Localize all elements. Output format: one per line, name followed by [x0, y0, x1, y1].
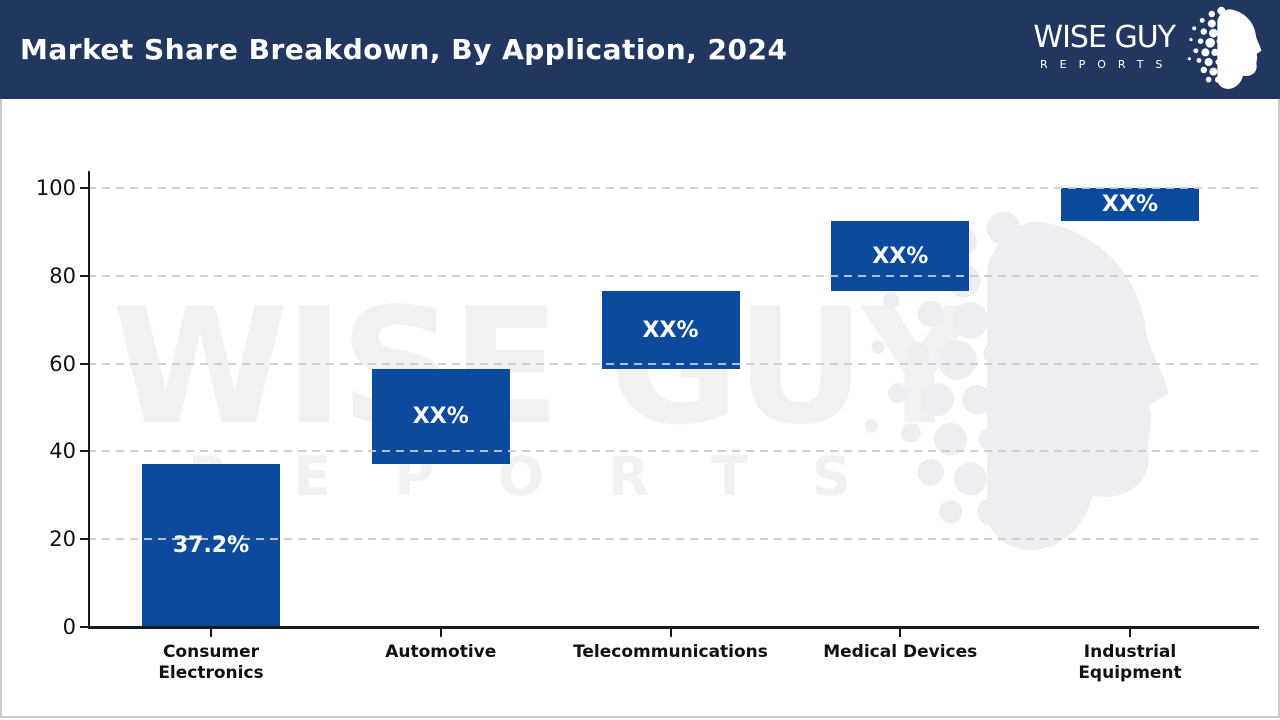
category-label: Telecommunications	[573, 642, 768, 662]
wiseguy-logo: WISE GUY REPORTS	[1020, 4, 1270, 96]
wiseguy-face-icon	[1187, 6, 1262, 89]
category-label: Consumer Electronics	[158, 642, 264, 684]
y-tick-label: 20	[49, 527, 76, 552]
y-tick-label: 0	[62, 615, 76, 639]
waterfall-bar	[142, 463, 280, 627]
gridline	[88, 362, 1262, 365]
wiseguy-logo-line1: WISE GUY	[1033, 20, 1176, 55]
x-tick-mark	[439, 628, 442, 637]
y-axis-spine	[88, 171, 90, 628]
bottom-edge-line	[0, 716, 1280, 718]
gridline	[88, 274, 1262, 277]
y-tick-mark	[80, 450, 88, 453]
waterfall-bar	[371, 369, 510, 464]
x-axis-spine	[88, 626, 1259, 629]
wiseguy-logo-line2: REPORTS	[1039, 58, 1175, 71]
bar-value-label: XX%	[872, 243, 929, 269]
y-tick-mark	[80, 538, 88, 541]
watermark-reports-text: REPORTS	[188, 445, 915, 508]
y-tick-label: 40	[49, 439, 76, 464]
category-label: Industrial Equipment	[1078, 642, 1182, 684]
waterfall-bar	[831, 221, 970, 292]
category-label: Medical Devices	[823, 642, 978, 662]
x-tick-mark	[210, 628, 212, 637]
y-tick-mark	[80, 187, 88, 189]
right-edge-line	[1278, 99, 1280, 718]
y-tick-mark	[80, 274, 88, 277]
y-tick-mark	[80, 626, 88, 628]
x-tick-mark	[899, 628, 902, 637]
gridline	[88, 187, 1262, 189]
y-tick-label: 80	[49, 263, 76, 288]
watermark-wiseguy-text: WISE GUY	[112, 273, 977, 460]
gridline	[88, 450, 1262, 453]
y-tick-label: 60	[49, 351, 76, 376]
category-label: Automotive	[385, 642, 497, 662]
bar-value-label: XX%	[642, 317, 699, 343]
waterfall-bar	[601, 291, 740, 370]
page-title: Market Share Breakdown, By Application, …	[20, 33, 788, 66]
bar-value-label: XX%	[412, 403, 469, 429]
left-edge-line	[0, 99, 2, 718]
x-tick-mark	[1129, 628, 1131, 637]
bar-value-label: 37.2%	[172, 532, 250, 558]
waterfall-bar	[1061, 188, 1199, 222]
y-tick-label: 100	[35, 176, 76, 200]
header-bar: Market Share Breakdown, By Application, …	[0, 0, 1280, 99]
wiseguy-logo-text: WISE GUY REPORTS	[1033, 20, 1176, 71]
y-tick-mark	[80, 362, 88, 365]
bar-value-label: XX%	[1102, 192, 1158, 218]
gridline	[88, 538, 1262, 541]
x-tick-mark	[669, 628, 672, 637]
